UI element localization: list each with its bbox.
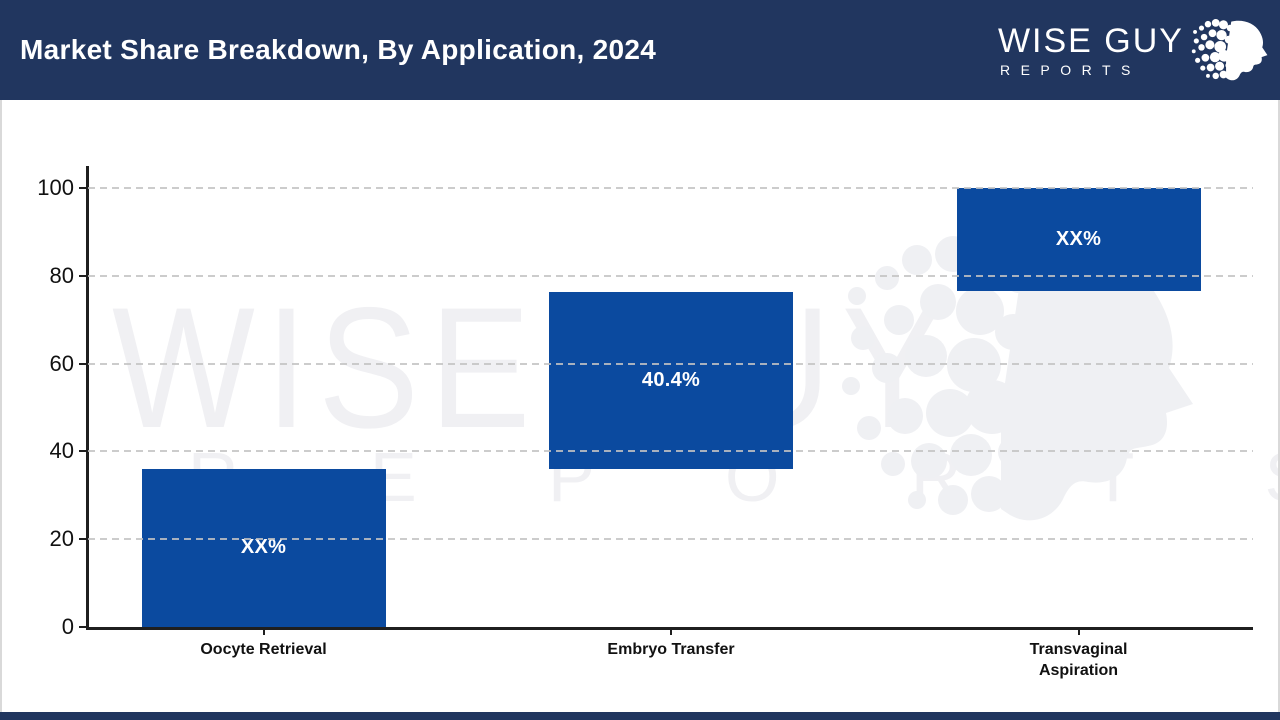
y-tick-mark bbox=[79, 187, 88, 189]
logo-face-icon bbox=[1191, 18, 1268, 81]
x-category-label: Transvaginal Aspiration bbox=[1029, 641, 1128, 679]
watermark-wordmark: WISE GUY bbox=[112, 272, 954, 464]
plot-area: 0 20 40 60 80 100 XX% Oocyte Retrieval 40.4% Embr… bbox=[0, 100, 1280, 712]
header-bar: Market Share Breakdown, By Application, … bbox=[0, 0, 1280, 100]
brand-logo: WISE GUY REPORTS bbox=[998, 8, 1270, 92]
y-tick-mark bbox=[79, 450, 88, 453]
x-category-label: Oocyte Retrieval bbox=[200, 641, 327, 658]
logo-wordmark: WISE GUY bbox=[997, 21, 1184, 60]
grid-line bbox=[88, 274, 1253, 277]
x-category-label: Embryo Transfer bbox=[607, 641, 735, 658]
x-tick-mark bbox=[1077, 627, 1080, 635]
bar-value-label: XX% bbox=[240, 536, 287, 559]
y-tick-label: 80 bbox=[49, 262, 74, 288]
y-tick-mark bbox=[79, 362, 88, 365]
bar-segment: 40.4% bbox=[549, 292, 793, 470]
x-tick-mark bbox=[670, 627, 672, 635]
logo-text: WISE GUY REPORTS bbox=[998, 23, 1184, 78]
grid-line bbox=[88, 362, 1253, 365]
y-tick-mark bbox=[79, 626, 88, 628]
chart-title: Market Share Breakdown, By Application, … bbox=[20, 34, 657, 65]
y-tick-mark bbox=[79, 274, 88, 277]
grid-line bbox=[88, 450, 1253, 453]
bar-value-label: 40.4% bbox=[641, 369, 701, 392]
y-tick-label: 40 bbox=[49, 438, 74, 464]
grid-line bbox=[88, 187, 1253, 189]
y-tick-mark bbox=[79, 538, 88, 541]
y-tick-label: 100 bbox=[37, 175, 74, 200]
x-tick-mark bbox=[262, 627, 265, 635]
y-tick-label: 0 bbox=[61, 614, 74, 639]
bar-value-label: XX% bbox=[1055, 227, 1102, 250]
logo-subtext: REPORTS bbox=[999, 61, 1141, 78]
frame-border-right bbox=[1278, 100, 1280, 712]
frame-border-left bbox=[0, 100, 2, 712]
grid-line bbox=[88, 538, 1253, 541]
y-axis-line bbox=[86, 166, 89, 630]
y-tick-label: 20 bbox=[49, 526, 74, 552]
x-axis-line bbox=[86, 627, 1253, 630]
bar-segment: XX% bbox=[141, 468, 386, 627]
bar-segment: XX% bbox=[956, 188, 1201, 291]
footer-bar bbox=[0, 712, 1280, 720]
y-tick-label: 60 bbox=[49, 350, 74, 376]
